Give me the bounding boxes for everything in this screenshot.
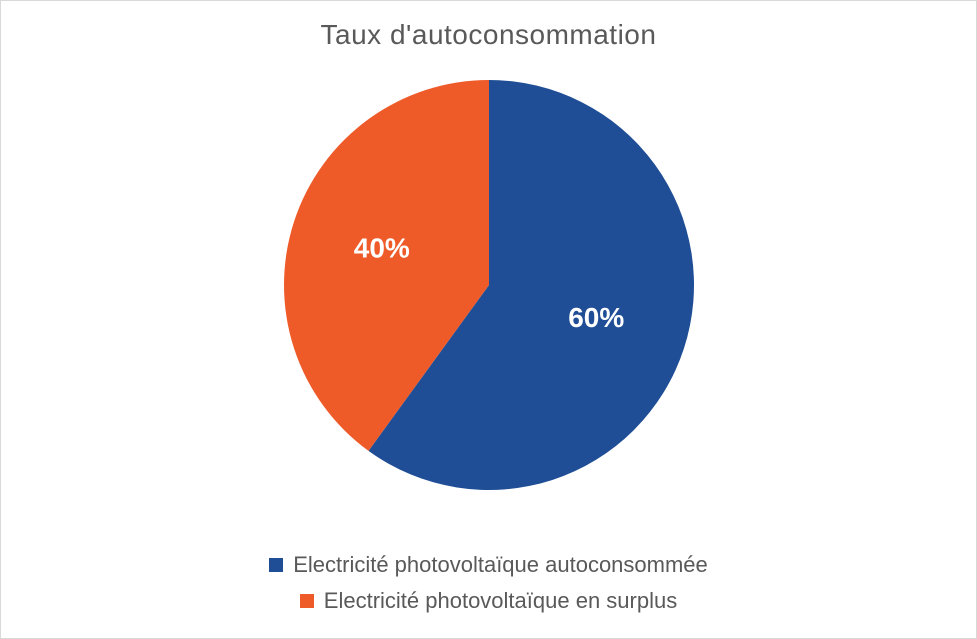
legend-item-0: Electricité photovoltaïque autoconsommée: [269, 552, 708, 578]
pie-label-0: 60%: [568, 302, 624, 333]
pie-chart: 60% 40%: [269, 65, 709, 505]
legend: Electricité photovoltaïque autoconsommée…: [1, 552, 976, 614]
legend-label-0: Electricité photovoltaïque autoconsommée: [293, 552, 708, 578]
chart-title: Taux d'autoconsommation: [1, 19, 976, 51]
pie-area: 60% 40%: [1, 65, 976, 505]
legend-label-1: Electricité photovoltaïque en surplus: [324, 588, 677, 614]
chart-container: Taux d'autoconsommation 60% 40% Electrici…: [0, 0, 977, 639]
legend-swatch-1: [300, 594, 314, 608]
legend-item-1: Electricité photovoltaïque en surplus: [300, 588, 677, 614]
legend-swatch-0: [269, 558, 283, 572]
pie-label-1: 40%: [353, 233, 409, 264]
